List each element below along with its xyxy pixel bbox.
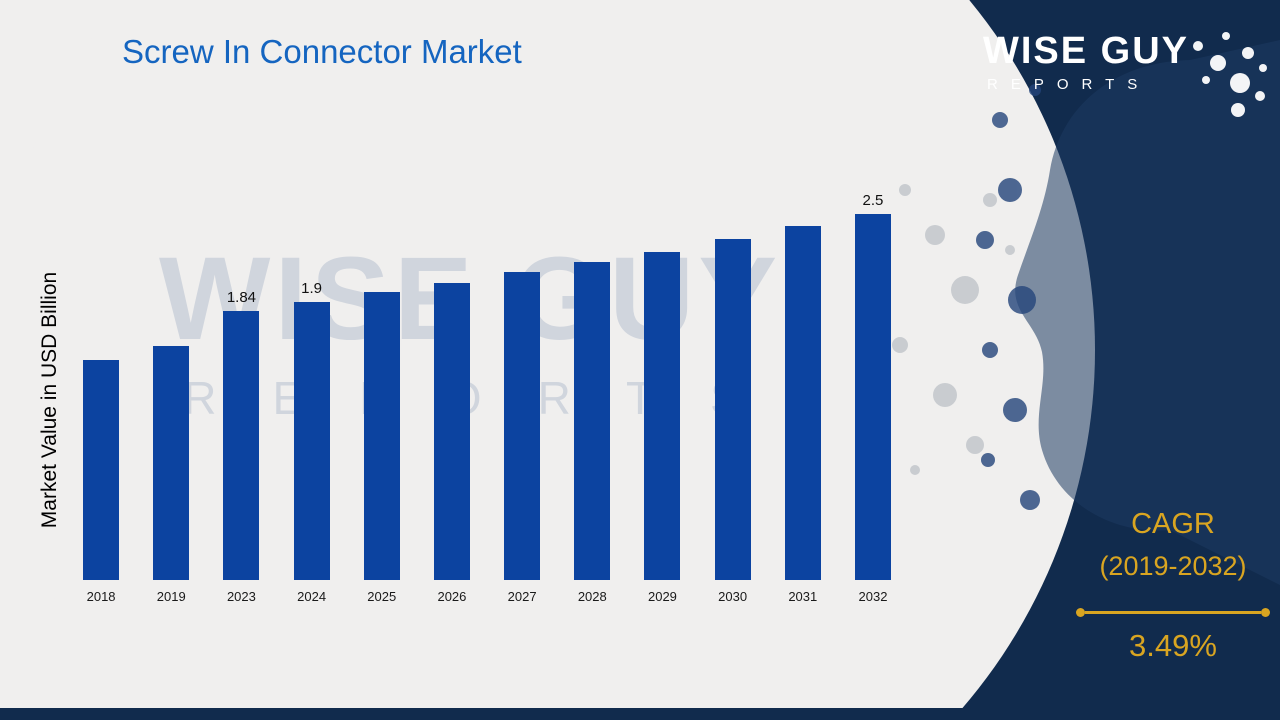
cagr-range: (2019-2032) (1099, 551, 1247, 581)
x-tick-label-2018: 2018 (86, 589, 116, 604)
bar-chart: 2018 2019 1.84 2023 1.9 2024 2025 2026 2027 2028 2… (66, 170, 908, 604)
bar-column-2029: 2029 (627, 170, 697, 604)
bar-2029 (644, 252, 681, 580)
underline-right-dot (1261, 608, 1270, 617)
bar-2032 (854, 214, 891, 580)
halftone-dots-navy (976, 84, 1041, 510)
bar-column-2025: 2025 (347, 170, 417, 604)
x-tick-label-2031: 2031 (788, 589, 818, 604)
x-tick-label-2027: 2027 (507, 589, 537, 604)
cagr-label: CAGR (1131, 508, 1215, 540)
logo-wordmark: WISE GUY (983, 30, 1190, 72)
x-tick-label-2024: 2024 (297, 589, 327, 604)
x-tick-label-2023: 2023 (226, 589, 256, 604)
logo-subtitle: REPORTS (987, 76, 1151, 93)
bar-column-2027: 2027 (487, 170, 557, 604)
bar-column-2018: 2018 (66, 170, 136, 604)
cagr-block: CAGR (2019-2032) (1063, 508, 1280, 582)
bar-2023 (223, 311, 260, 580)
bar-2025 (363, 292, 400, 580)
bar-column-2024: 1.9 2024 (277, 170, 347, 604)
bar-2024 (293, 302, 330, 580)
chart-title: Screw In Connector Market (122, 33, 522, 70)
bar-column-2028: 2028 (557, 170, 627, 604)
cagr-underline (1076, 608, 1270, 617)
underline-segment (1085, 611, 1261, 614)
bar-column-2019: 2019 (136, 170, 206, 604)
x-tick-label-2028: 2028 (577, 589, 607, 604)
bar-column-2032: 2.5 2032 (838, 170, 908, 604)
bar-value-label: 2.5 (862, 192, 884, 209)
logo-face-icon (1193, 32, 1267, 117)
wiseguy-logo: WISE GUY REPORTS (983, 30, 1189, 93)
bar-value-label: 1.84 (226, 289, 257, 306)
x-tick-label-2026: 2026 (437, 589, 467, 604)
underline-left-dot (1076, 608, 1085, 617)
cagr-value: 3.49% (1129, 628, 1217, 663)
bar-2018 (83, 360, 120, 580)
x-tick-label-2032: 2032 (858, 589, 888, 604)
bar-2026 (433, 283, 470, 580)
bar-2031 (784, 226, 821, 580)
halftone-dots-gray (892, 184, 1015, 475)
x-tick-label-2030: 2030 (718, 589, 748, 604)
bar-2028 (574, 262, 611, 580)
bar-column-2023: 1.84 2023 (206, 170, 276, 604)
x-tick-label-2025: 2025 (367, 589, 397, 604)
bar-2030 (714, 239, 751, 580)
bar-2019 (153, 346, 190, 580)
bottom-bar (0, 708, 1280, 720)
bar-value-label: 1.9 (301, 280, 323, 297)
y-axis-label: Market Value in USD Billion (38, 271, 61, 529)
bar-column-2031: 2031 (768, 170, 838, 604)
face-silhouette (1015, 40, 1280, 585)
face-profile-icon (976, 40, 1280, 585)
bar-column-2026: 2026 (417, 170, 487, 604)
x-tick-label-2029: 2029 (647, 589, 677, 604)
bar-2027 (504, 272, 541, 580)
x-tick-label-2019: 2019 (156, 589, 186, 604)
bar-column-2030: 2030 (698, 170, 768, 604)
